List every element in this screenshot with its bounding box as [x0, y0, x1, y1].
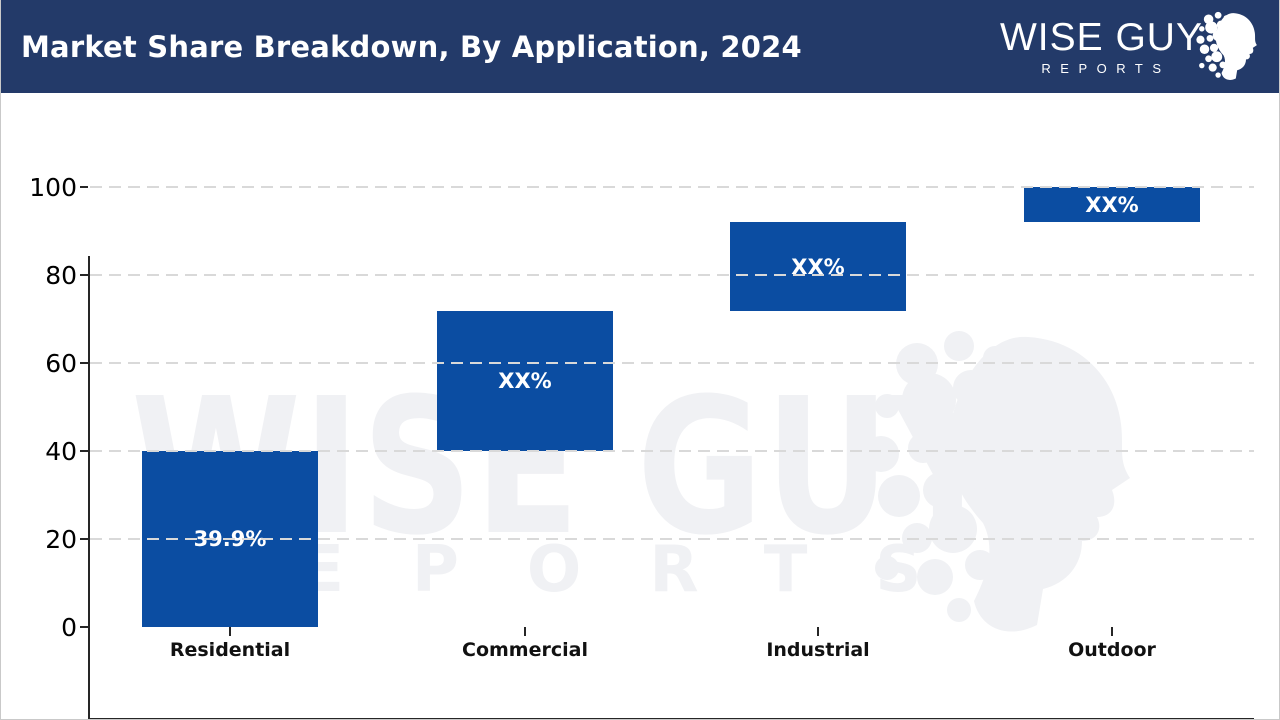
gridline-40 — [90, 450, 1254, 452]
x-tick-residential — [229, 627, 231, 636]
x-tick-outdoor — [1111, 627, 1113, 636]
x-tick-label-industrial: Industrial — [766, 639, 870, 661]
chart-area: WISE GUY REPORTS 0 20 40 60 80 100 39.9% XX% XX%… — [1, 93, 1279, 719]
y-tick-label-80: 80 — [45, 261, 77, 290]
y-tick-20 — [80, 538, 88, 540]
gridline-100 — [90, 186, 1254, 188]
watermark-dotted-head-icon — [863, 331, 1130, 632]
y-tick-label-0: 0 — [61, 613, 77, 642]
y-tick-label-40: 40 — [45, 437, 77, 466]
bar-value-label-commercial: XX% — [498, 369, 552, 394]
logo-name: WISE GUY — [999, 16, 1203, 59]
y-tick-label-100: 100 — [29, 173, 77, 202]
x-tick-industrial — [817, 627, 819, 636]
bar-value-label-outdoor: XX% — [1085, 192, 1139, 217]
bar-outdoor: XX% — [1024, 187, 1200, 223]
x-tick-label-commercial: Commercial — [462, 639, 588, 661]
y-tick-0 — [80, 626, 88, 628]
gridline-60 — [90, 362, 1254, 364]
y-axis-line — [88, 256, 90, 719]
wiseguy-logo: WISE GUY REPORTS — [1000, 9, 1263, 84]
y-tick-60 — [80, 362, 88, 364]
y-tick-100 — [80, 186, 88, 188]
y-tick-label-20: 20 — [45, 525, 77, 554]
logo-text: WISE GUY REPORTS — [1000, 18, 1203, 75]
gridline-20 — [90, 538, 1254, 540]
y-tick-80 — [80, 274, 88, 276]
logo-subtitle: REPORTS — [1041, 61, 1171, 76]
page-title: Market Share Breakdown, By Application, … — [21, 29, 802, 64]
bar-industrial: XX% — [730, 222, 906, 312]
x-tick-commercial — [524, 627, 526, 636]
x-tick-label-outdoor: Outdoor — [1068, 639, 1156, 661]
bar-commercial: XX% — [437, 311, 613, 452]
x-tick-label-residential: Residential — [169, 639, 291, 661]
y-tick-40 — [80, 450, 88, 452]
dotted-head-logo-icon — [1196, 11, 1257, 80]
y-tick-label-60: 60 — [45, 349, 77, 378]
x-axis-line — [88, 718, 1254, 719]
gridline-80 — [90, 274, 1254, 276]
header: Market Share Breakdown, By Application, … — [1, 0, 1279, 93]
